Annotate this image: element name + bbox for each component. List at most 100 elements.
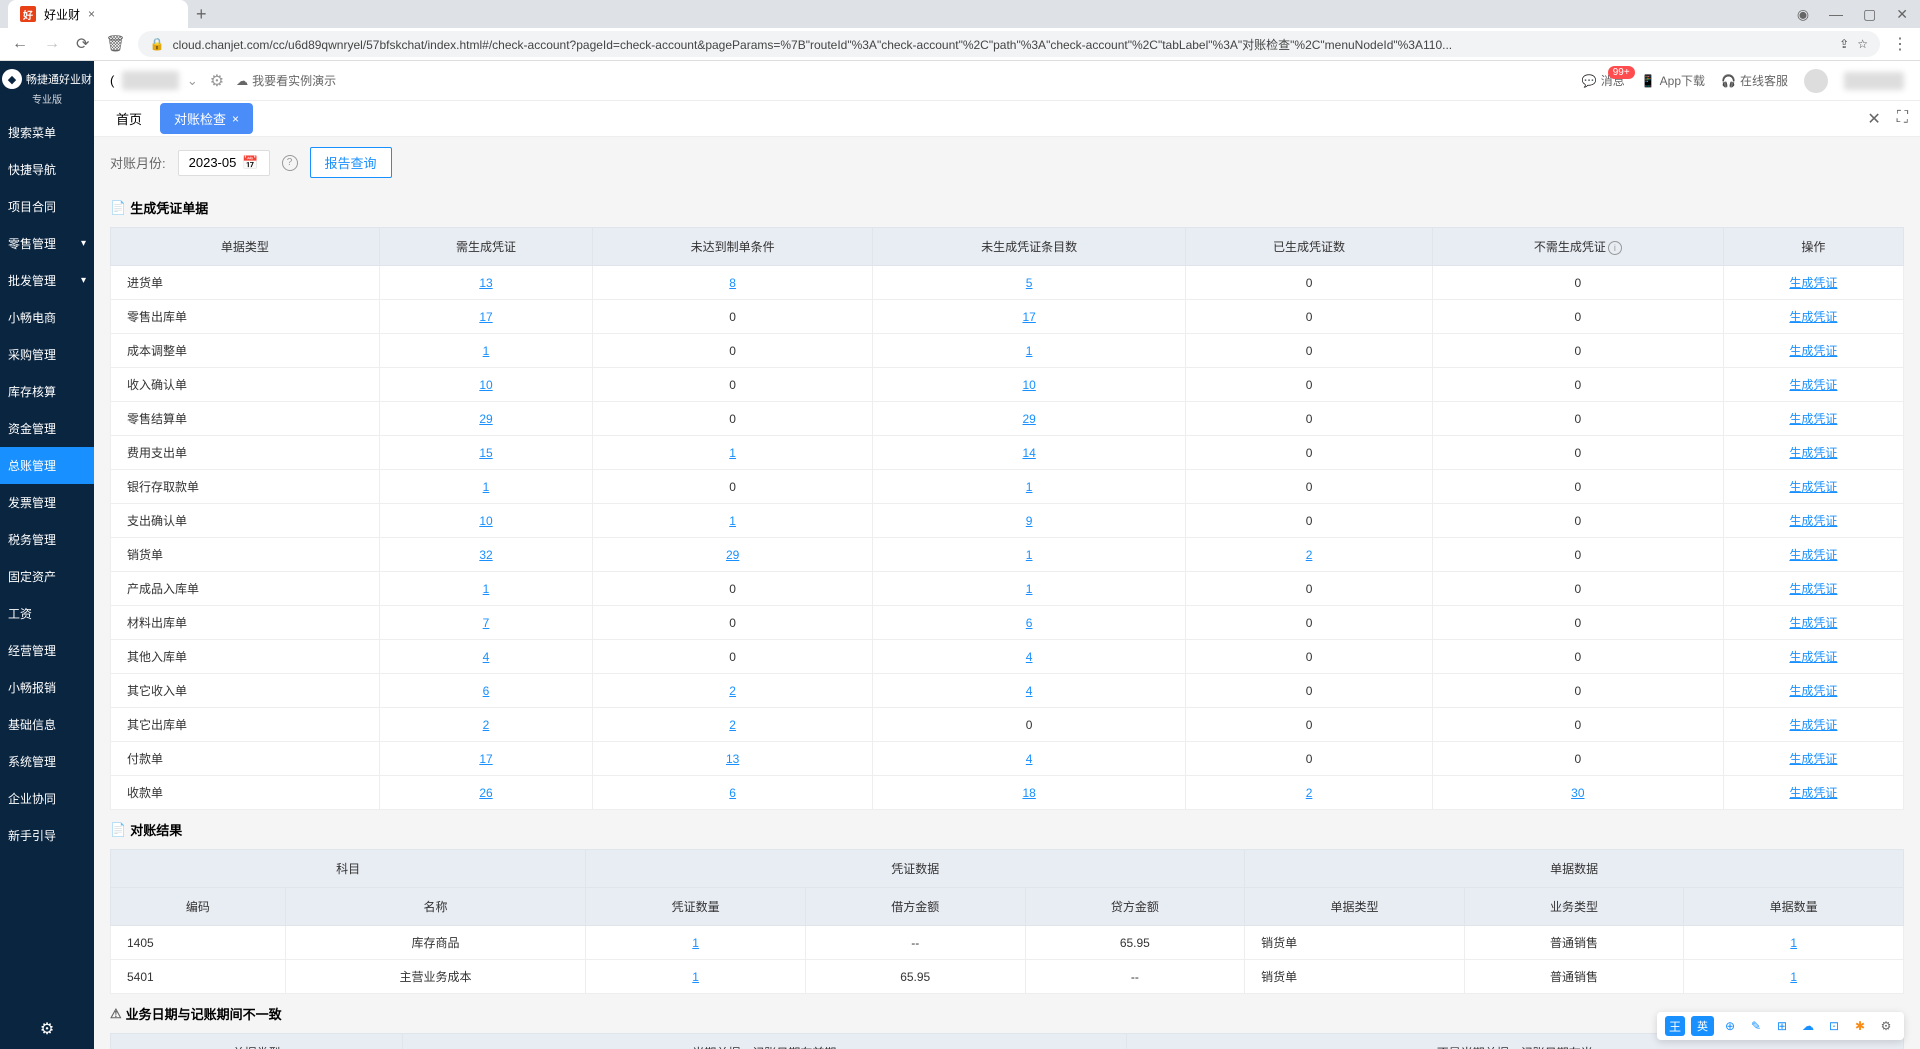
month-input[interactable]: 2023-05 📅 bbox=[178, 150, 270, 176]
generate-link[interactable]: 生成凭证 bbox=[1789, 684, 1837, 698]
maximize-icon[interactable]: ▢ bbox=[1863, 6, 1876, 23]
fullscreen-icon[interactable]: ⛶ bbox=[1893, 105, 1912, 133]
back-icon[interactable]: ← bbox=[8, 31, 32, 57]
generate-link[interactable]: 生成凭证 bbox=[1789, 344, 1837, 358]
float-btn-2[interactable]: ✎ bbox=[1746, 1016, 1766, 1036]
float-btn-7[interactable]: ⚙ bbox=[1876, 1016, 1896, 1036]
link[interactable]: 2 bbox=[483, 718, 490, 732]
link[interactable]: 1 bbox=[1790, 970, 1797, 984]
sidebar-item-5[interactable]: 小畅电商 bbox=[0, 299, 94, 336]
url-input[interactable]: 🔒 cloud.chanjet.com/cc/u6d89qwnryel/57bf… bbox=[138, 31, 1880, 57]
link[interactable]: 4 bbox=[483, 650, 490, 664]
float-btn-5[interactable]: ⊡ bbox=[1824, 1016, 1844, 1036]
link[interactable]: 1 bbox=[483, 480, 490, 494]
close-window-icon[interactable]: ✕ bbox=[1896, 6, 1908, 23]
generate-link[interactable]: 生成凭证 bbox=[1789, 786, 1837, 800]
float-btn-4[interactable]: ☁ bbox=[1798, 1016, 1818, 1036]
link[interactable]: 6 bbox=[1026, 616, 1033, 630]
sidebar-item-17[interactable]: 系统管理 bbox=[0, 743, 94, 780]
sidebar-item-2[interactable]: 项目合同 bbox=[0, 188, 94, 225]
link[interactable]: 15 bbox=[479, 446, 492, 460]
link[interactable]: 32 bbox=[479, 548, 492, 562]
generate-link[interactable]: 生成凭证 bbox=[1789, 276, 1837, 290]
generate-link[interactable]: 生成凭证 bbox=[1789, 582, 1837, 596]
link[interactable]: 2 bbox=[729, 718, 736, 732]
link[interactable]: 5 bbox=[1026, 276, 1033, 290]
link[interactable]: 6 bbox=[483, 684, 490, 698]
generate-link[interactable]: 生成凭证 bbox=[1789, 378, 1837, 392]
link[interactable]: 17 bbox=[1022, 310, 1035, 324]
sidebar-item-7[interactable]: 库存核算 bbox=[0, 373, 94, 410]
delete-icon[interactable]: 🗑 bbox=[101, 30, 129, 58]
link[interactable]: 18 bbox=[1022, 786, 1035, 800]
gear-icon[interactable]: ⚙ bbox=[210, 71, 224, 91]
tab-close-icon[interactable]: × bbox=[88, 7, 95, 21]
float-btn-1[interactable]: ⊕ bbox=[1720, 1016, 1740, 1036]
generate-link[interactable]: 生成凭证 bbox=[1789, 650, 1837, 664]
link[interactable]: 1 bbox=[1026, 548, 1033, 562]
link[interactable]: 14 bbox=[1022, 446, 1035, 460]
link[interactable]: 10 bbox=[1022, 378, 1035, 392]
sidebar-item-13[interactable]: 工资 bbox=[0, 595, 94, 632]
sidebar-item-8[interactable]: 资金管理 bbox=[0, 410, 94, 447]
link[interactable]: 17 bbox=[479, 752, 492, 766]
query-button[interactable]: 报告查询 bbox=[310, 147, 392, 178]
sidebar-item-11[interactable]: 税务管理 bbox=[0, 521, 94, 558]
sidebar-item-16[interactable]: 基础信息 bbox=[0, 706, 94, 743]
generate-link[interactable]: 生成凭证 bbox=[1789, 616, 1837, 630]
link[interactable]: 1 bbox=[483, 344, 490, 358]
sidebar-item-6[interactable]: 采购管理 bbox=[0, 336, 94, 373]
link[interactable]: 1 bbox=[729, 514, 736, 528]
link[interactable]: 30 bbox=[1571, 786, 1584, 800]
generate-link[interactable]: 生成凭证 bbox=[1789, 310, 1837, 324]
tab-home[interactable]: 首页 bbox=[102, 103, 156, 134]
sidebar-item-18[interactable]: 企业协同 bbox=[0, 780, 94, 817]
link[interactable]: 8 bbox=[729, 276, 736, 290]
sidebar-item-0[interactable]: 搜索菜单 bbox=[0, 114, 94, 151]
sidebar-item-14[interactable]: 经营管理 bbox=[0, 632, 94, 669]
ime-icon[interactable]: 王 bbox=[1665, 1016, 1685, 1036]
sidebar-item-10[interactable]: 发票管理 bbox=[0, 484, 94, 521]
reload-icon[interactable]: ⟳ bbox=[72, 30, 93, 58]
generate-link[interactable]: 生成凭证 bbox=[1789, 446, 1837, 460]
ime-lang[interactable]: 英 bbox=[1691, 1016, 1714, 1036]
link[interactable]: 26 bbox=[479, 786, 492, 800]
help-icon[interactable]: ? bbox=[282, 155, 298, 171]
link[interactable]: 1 bbox=[1026, 582, 1033, 596]
link[interactable]: 1 bbox=[1026, 480, 1033, 494]
float-btn-6[interactable]: ✱ bbox=[1850, 1016, 1870, 1036]
link[interactable]: 10 bbox=[479, 514, 492, 528]
sidebar-item-9[interactable]: 总账管理 bbox=[0, 447, 94, 484]
star-icon[interactable]: ☆ bbox=[1857, 37, 1868, 51]
link[interactable]: 1 bbox=[729, 446, 736, 460]
generate-link[interactable]: 生成凭证 bbox=[1789, 548, 1837, 562]
link[interactable]: 13 bbox=[479, 276, 492, 290]
close-all-icon[interactable]: ✕ bbox=[1863, 105, 1884, 133]
generate-link[interactable]: 生成凭证 bbox=[1789, 480, 1837, 494]
link[interactable]: 2 bbox=[729, 684, 736, 698]
link[interactable]: 1 bbox=[1790, 936, 1797, 950]
link[interactable]: 2 bbox=[1306, 548, 1313, 562]
generate-link[interactable]: 生成凭证 bbox=[1789, 718, 1837, 732]
sidebar-item-4[interactable]: 批发管理▾ bbox=[0, 262, 94, 299]
share-icon[interactable]: ⇪ bbox=[1839, 37, 1849, 51]
service-button[interactable]: 🎧 在线客服 bbox=[1721, 72, 1788, 89]
sidebar-item-1[interactable]: 快捷导航 bbox=[0, 151, 94, 188]
link[interactable]: 10 bbox=[479, 378, 492, 392]
link[interactable]: 7 bbox=[483, 616, 490, 630]
tab-close-icon[interactable]: × bbox=[232, 112, 239, 126]
tab-check-account[interactable]: 对账检查 × bbox=[160, 103, 253, 134]
link[interactable]: 4 bbox=[1026, 684, 1033, 698]
link[interactable]: 9 bbox=[1026, 514, 1033, 528]
link[interactable]: 6 bbox=[729, 786, 736, 800]
sidebar-item-19[interactable]: 新手引导 bbox=[0, 817, 94, 854]
sidebar-settings[interactable]: ⚙ bbox=[0, 1009, 94, 1049]
link[interactable]: 4 bbox=[1026, 650, 1033, 664]
link[interactable]: 29 bbox=[1022, 412, 1035, 426]
generate-link[interactable]: 生成凭证 bbox=[1789, 412, 1837, 426]
sidebar-item-3[interactable]: 零售管理▾ bbox=[0, 225, 94, 262]
menu-icon[interactable]: ⋮ bbox=[1888, 30, 1912, 58]
new-tab-button[interactable]: + bbox=[188, 4, 215, 25]
link[interactable]: 2 bbox=[1306, 786, 1313, 800]
link[interactable]: 29 bbox=[479, 412, 492, 426]
